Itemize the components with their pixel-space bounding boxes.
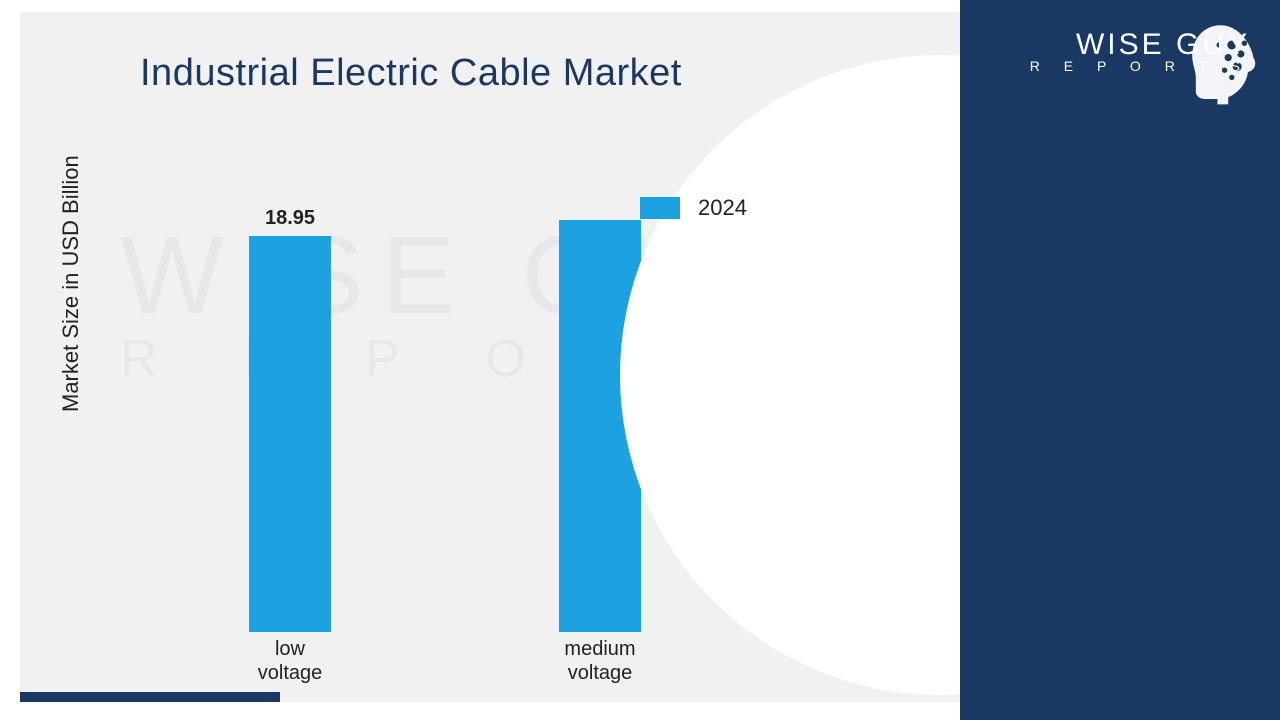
y-axis-label: Market Size in USD Billion <box>58 155 84 412</box>
bar-value-label: 18.95 <box>220 207 360 230</box>
legend: 2024 <box>640 195 747 221</box>
logo-line1: WISE GUY <box>1030 28 1250 62</box>
canvas: WISE GUY R E P O R T S Industrial Electr… <box>0 0 1280 720</box>
chart-title: Industrial Electric Cable Market <box>140 52 682 95</box>
logo-line2: R E P O R T S <box>1030 58 1250 74</box>
x-axis-tick-label: mediumvoltage <box>530 637 670 685</box>
legend-label: 2024 <box>698 195 747 221</box>
legend-swatch <box>640 197 680 219</box>
x-axis-tick-label: lowvoltage <box>220 637 360 685</box>
brand-logo: WISE GUY R E P O R T S <box>1030 28 1250 74</box>
bottom-accent-bar <box>20 692 280 702</box>
bar <box>249 236 331 632</box>
right-brand-panel: WISE GUY R E P O R T S <box>960 0 1280 720</box>
